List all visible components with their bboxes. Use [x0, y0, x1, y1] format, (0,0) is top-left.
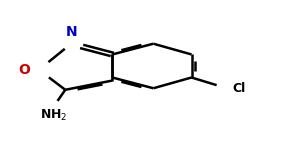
Text: O: O — [18, 63, 30, 77]
Text: N: N — [65, 25, 77, 39]
Text: NH$_2$: NH$_2$ — [40, 108, 67, 123]
Text: Cl: Cl — [233, 82, 246, 95]
